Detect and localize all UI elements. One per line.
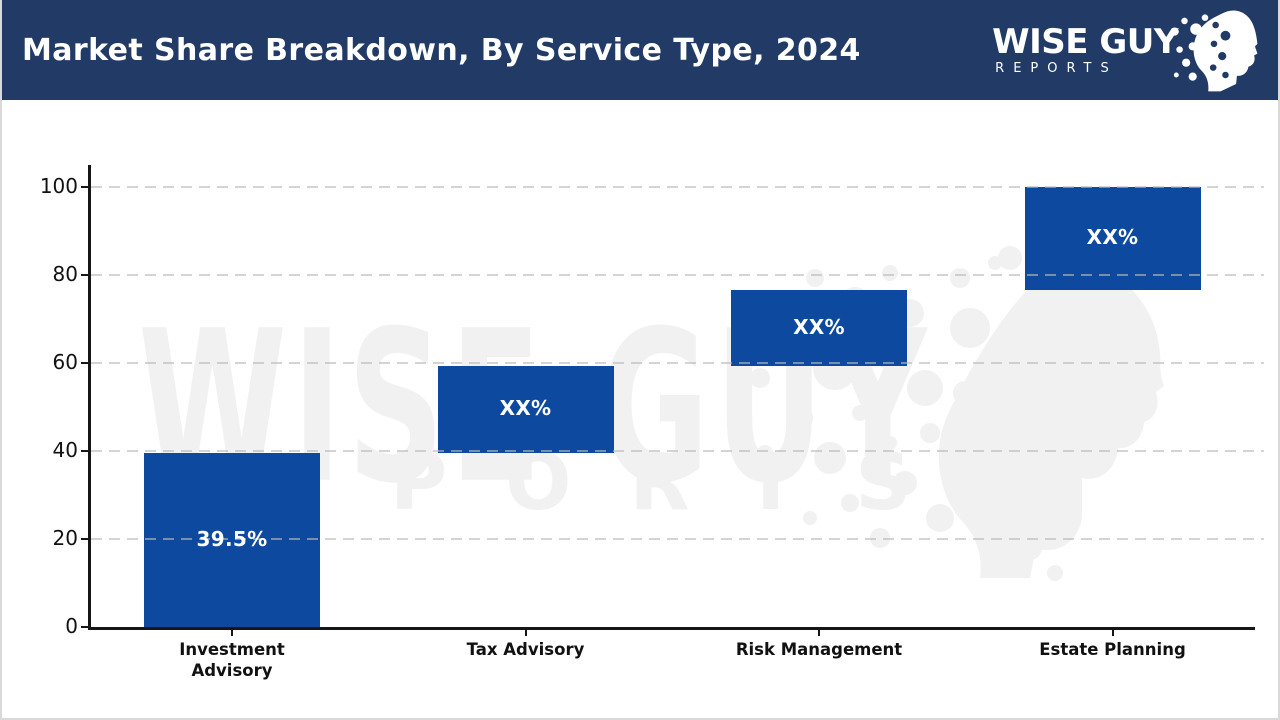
logo-text-top: WISE GUY xyxy=(992,22,1178,62)
y-tick-mark-80 xyxy=(81,274,90,276)
x-tick-label-investment-advisory: Investment Advisory xyxy=(179,640,285,680)
y-tick-mark-0 xyxy=(81,626,90,628)
gridline-20 xyxy=(91,538,1264,540)
y-axis-line xyxy=(88,165,91,629)
x-tick-mark-investment-advisory xyxy=(231,627,233,636)
header-bar: Market Share Breakdown, By Service Type,… xyxy=(2,0,1278,100)
x-axis-line xyxy=(88,627,1255,630)
x-tick-label-estate-planning: Estate Planning xyxy=(1039,640,1186,659)
x-tick-mark-estate-planning xyxy=(1111,627,1114,636)
x-tick-mark-tax-advisory xyxy=(524,627,527,636)
bar-tax-advisory xyxy=(437,365,614,454)
y-tick-label-100: 100 xyxy=(39,174,78,198)
y-tick-mark-100 xyxy=(81,186,90,188)
bar-value-label-investment-advisory: 39.5% xyxy=(196,527,268,552)
gridline-100 xyxy=(91,186,1264,188)
logo-wordmark: WISE GUY REPORTS xyxy=(992,24,1178,76)
wise-guy-reports-logo: WISE GUY REPORTS xyxy=(992,7,1266,93)
logo-text-bottom: REPORTS xyxy=(995,61,1118,76)
y-tick-label-20: 20 xyxy=(52,526,78,550)
y-tick-label-0: 0 xyxy=(65,614,78,638)
bar-risk-management xyxy=(731,289,907,366)
y-tick-label-60: 60 xyxy=(52,350,78,374)
bar-estate-planning xyxy=(1024,187,1201,290)
bar-value-label-estate-planning: XX% xyxy=(1086,225,1139,250)
bar-value-label-risk-management: XX% xyxy=(793,314,845,339)
gridline-80 xyxy=(91,274,1264,276)
y-tick-mark-40 xyxy=(81,450,90,452)
y-tick-label-80: 80 xyxy=(52,262,78,286)
y-tick-label-40: 40 xyxy=(52,438,78,462)
gridline-60 xyxy=(91,362,1264,364)
bar-investment-advisory xyxy=(144,453,320,627)
x-tick-label-risk-management: Risk Management xyxy=(735,640,903,659)
y-tick-mark-60 xyxy=(81,362,90,364)
head-profile-icon xyxy=(1170,10,1258,92)
y-tick-mark-20 xyxy=(81,538,90,540)
x-tick-label-tax-advisory: Tax Advisory xyxy=(466,640,585,659)
bar-value-label-tax-advisory: XX% xyxy=(499,396,552,421)
page-title: Market Share Breakdown, By Service Type,… xyxy=(22,32,861,68)
x-tick-mark-risk-management xyxy=(818,627,820,636)
gridline-40 xyxy=(91,450,1264,452)
